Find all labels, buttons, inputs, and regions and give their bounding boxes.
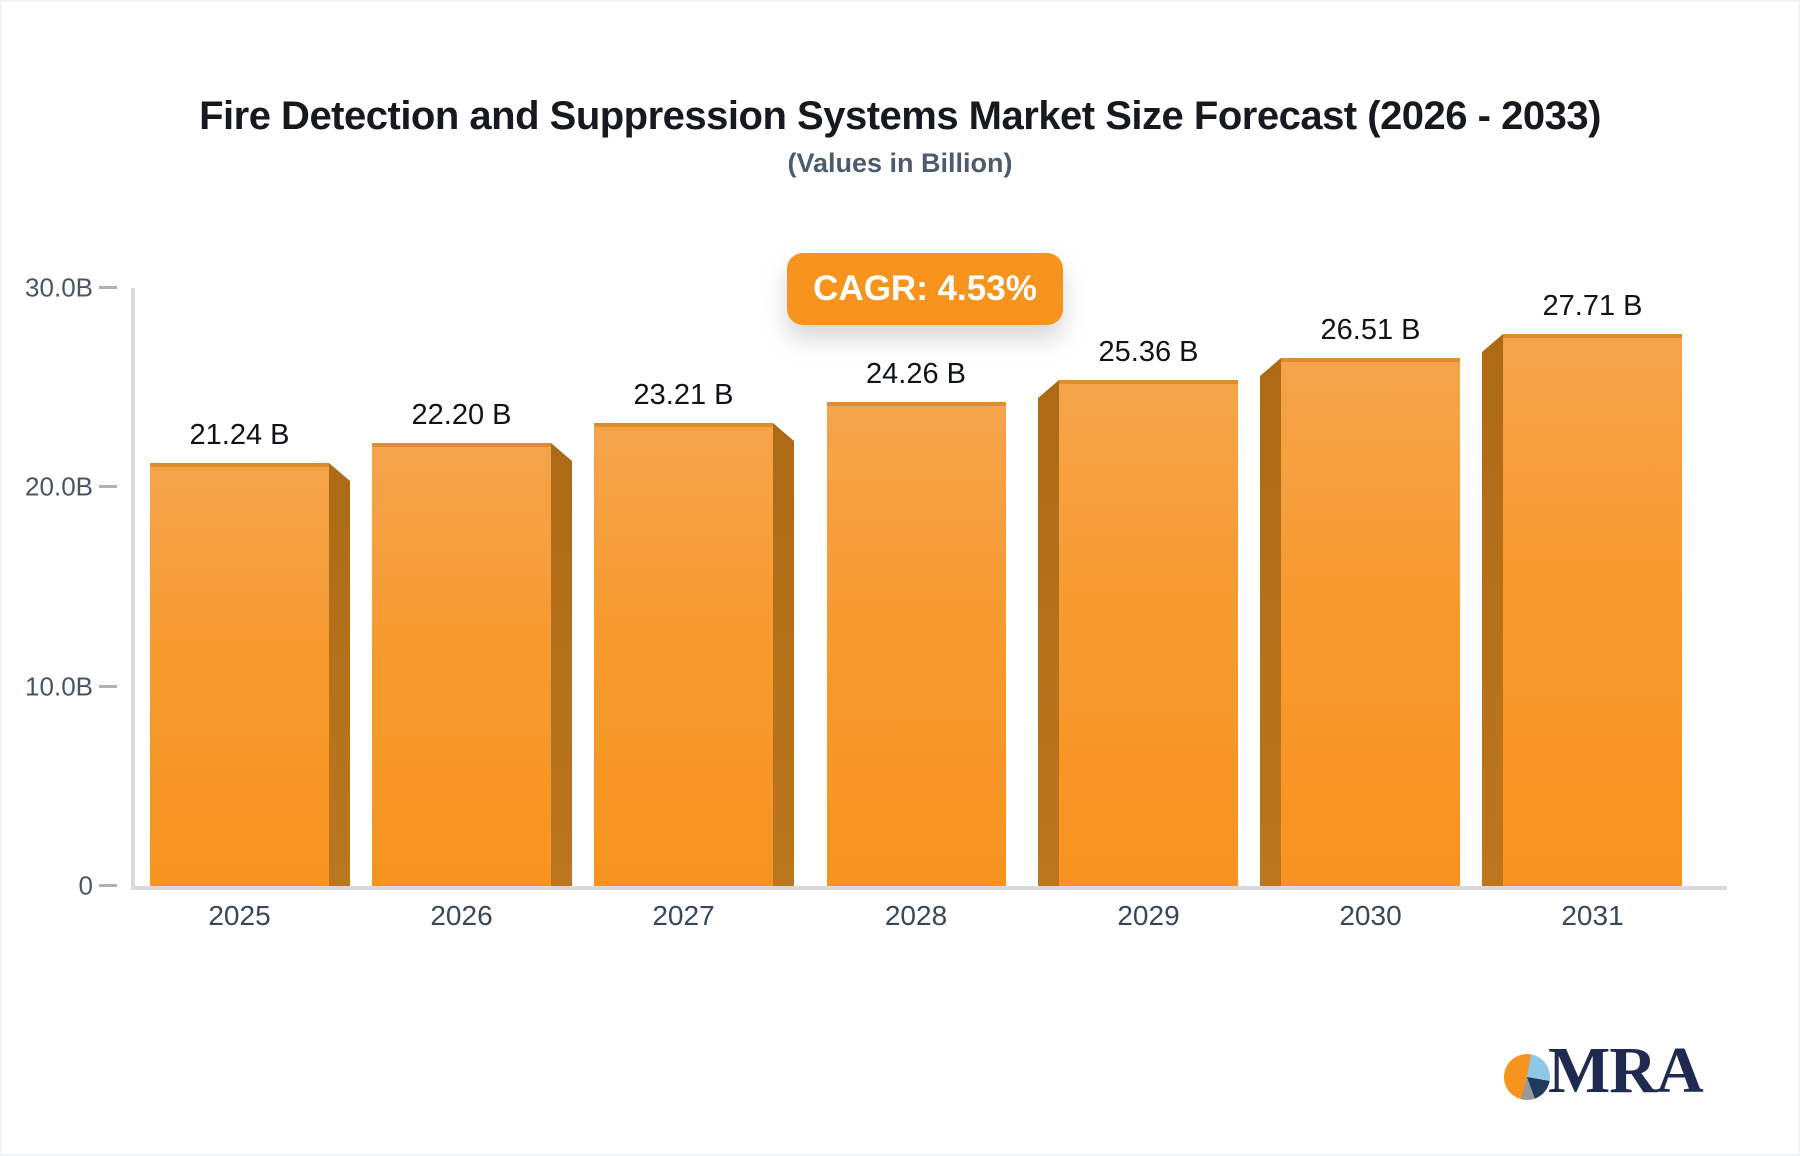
bar-value-label: 26.51 B [1320, 314, 1421, 346]
cagr-badge: CAGR: 4.53% [787, 253, 1063, 325]
bar-value-label: 27.71 B [1542, 290, 1643, 322]
bar-group [1482, 334, 1682, 886]
y-axis-line [131, 288, 135, 890]
bar-group [826, 402, 1006, 886]
x-axis-year-label: 2028 [884, 900, 948, 931]
bar-face[interactable] [1281, 358, 1460, 886]
bar-face[interactable] [1503, 334, 1682, 886]
bar-value-label: 25.36 B [1098, 336, 1199, 368]
bar-side-3d [329, 463, 350, 886]
y-tick-label: 30.0B [25, 272, 93, 303]
bar-group [1038, 380, 1238, 886]
bar-side-3d [1260, 358, 1281, 886]
bar-side-3d [1038, 380, 1059, 886]
x-axis-year-label: 2031 [1561, 900, 1624, 931]
x-axis-year-label: 2027 [652, 900, 715, 931]
mra-logo: MRA [1504, 1034, 1704, 1107]
y-tick-mark [99, 485, 117, 489]
bar-side-3d [1482, 334, 1503, 886]
y-tick-mark [99, 684, 117, 688]
bar-face[interactable] [1059, 380, 1238, 886]
bar-face[interactable] [826, 402, 1006, 886]
bar-value-label: 23.21 B [633, 379, 734, 411]
bar-side-3d [773, 423, 794, 886]
y-tick-label: 10.0B [25, 671, 93, 702]
bar-group [372, 443, 572, 886]
chart-subtitle: (Values in Billion) [787, 148, 1013, 178]
x-axis-year-label: 2030 [1339, 900, 1402, 931]
y-tick-label: 20.0B [25, 471, 93, 502]
bar-group [1260, 358, 1460, 886]
mra-logo-text: MRA [1548, 1034, 1704, 1107]
x-axis-year-label: 2029 [1117, 900, 1180, 931]
bar-face[interactable] [594, 423, 773, 886]
bar-value-label: 22.20 B [411, 399, 512, 431]
bar-side-3d [551, 443, 572, 886]
bar-face[interactable] [372, 443, 551, 886]
y-tick-mark [99, 286, 117, 289]
mra-logo-pie-icon [1504, 1054, 1550, 1100]
bar-value-label: 24.26 B [866, 358, 966, 390]
bar-value-label: 21.24 B [189, 419, 290, 451]
chart-title: Fire Detection and Suppression Systems M… [199, 94, 1601, 138]
x-axis-baseline [131, 886, 1727, 890]
bar-face[interactable] [150, 463, 329, 886]
y-tick-label: 0 [78, 870, 93, 901]
y-tick-mark [99, 884, 117, 887]
bar-group [594, 423, 794, 886]
bar-group [150, 463, 350, 886]
x-axis-year-label: 2026 [430, 900, 493, 931]
x-axis-year-label: 2025 [208, 900, 271, 931]
